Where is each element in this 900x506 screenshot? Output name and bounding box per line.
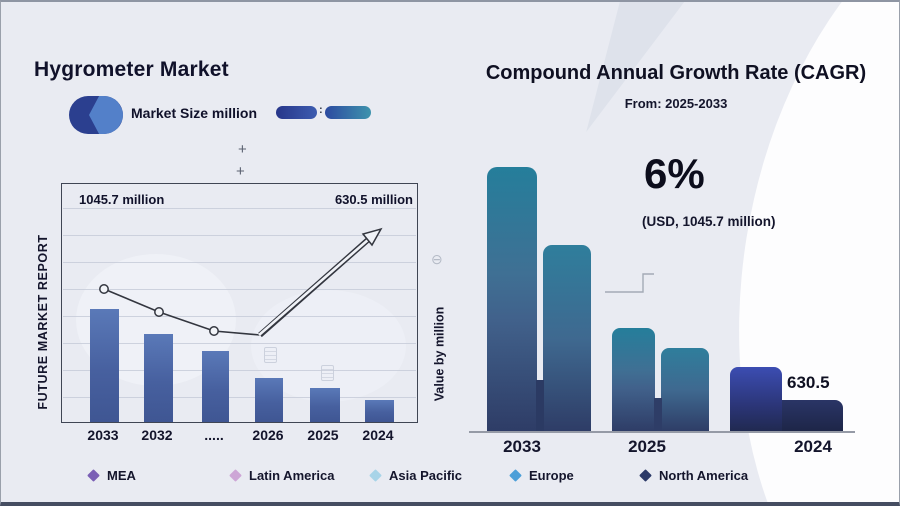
circled-minus-icon: ⊖ bbox=[431, 251, 443, 267]
legend-item-north-america: North America bbox=[639, 468, 749, 483]
cagr-title: Compound Annual Growth Rate (CAGR) bbox=[485, 62, 867, 84]
bar-2025 bbox=[310, 388, 340, 422]
ratio-colon: : bbox=[319, 104, 323, 116]
bar-2024 bbox=[365, 400, 394, 422]
cagr-detail: (USD, 1045.7 million) bbox=[642, 214, 776, 229]
step-annotation-line bbox=[605, 273, 654, 293]
hexagon-icon bbox=[89, 96, 123, 134]
x-tick-label: 2025 bbox=[628, 437, 666, 456]
bar-dots bbox=[202, 351, 229, 422]
cagr-bar-2033-a bbox=[487, 167, 537, 432]
bar-2026 bbox=[255, 378, 283, 422]
x-tick-label: 2033 bbox=[87, 427, 119, 443]
capsule-logo-icon bbox=[69, 96, 123, 134]
legend-label: North America bbox=[659, 468, 749, 483]
diamond-icon bbox=[369, 469, 382, 482]
plus-decoration: + bbox=[236, 163, 245, 180]
cagr-bar-2024-b bbox=[782, 400, 843, 432]
document-watermark-icon bbox=[264, 347, 277, 363]
legend-item-latin-america: Latin America bbox=[229, 468, 335, 483]
page-title: Hygrometer Market bbox=[34, 58, 229, 81]
cagr-subtitle: From: 2025-2033 bbox=[624, 96, 728, 111]
legend-label: Asia Pacific bbox=[389, 468, 462, 483]
diamond-icon bbox=[87, 469, 100, 482]
bar-2033 bbox=[90, 309, 119, 422]
x-tick-label: ..... bbox=[204, 427, 224, 443]
brand-watermark: FUTURE MARKET REPORT bbox=[36, 234, 50, 410]
bar-group-join bbox=[536, 380, 544, 432]
market-size-label: Market Size million bbox=[131, 105, 258, 121]
right-x-axis-line bbox=[469, 431, 855, 433]
diamond-icon bbox=[639, 469, 652, 482]
ratio-pill-left-icon bbox=[276, 106, 317, 119]
legend-label: Latin America bbox=[249, 468, 335, 483]
cagr-bar-2033-b bbox=[543, 245, 591, 432]
cagr-bar-2025-a bbox=[612, 328, 655, 432]
cagr-percentage: 6% bbox=[644, 150, 705, 197]
ratio-pill-right-icon bbox=[325, 106, 371, 119]
plus-decoration: + bbox=[238, 141, 247, 158]
x-tick-label: 2033 bbox=[503, 437, 541, 456]
x-tick-label: 2026 bbox=[252, 427, 284, 443]
bar-2032 bbox=[144, 334, 173, 422]
diamond-icon bbox=[229, 469, 242, 482]
x-tick-label: 2024 bbox=[794, 437, 832, 456]
value-label-2024: 630.5 bbox=[787, 373, 830, 392]
diamond-icon bbox=[509, 469, 522, 482]
x-tick-label: 2024 bbox=[362, 427, 394, 443]
legend-item-mea: MEA bbox=[87, 468, 136, 483]
max-value-annotation: 1045.7 million bbox=[79, 192, 165, 207]
legend-label: MEA bbox=[107, 468, 136, 483]
x-tick-label: 2032 bbox=[141, 427, 173, 443]
market-size-bar-chart: 1045.7 million 630.5 million bbox=[61, 183, 418, 423]
cagr-bar-2024-a bbox=[730, 367, 782, 432]
legend-item-asia-pacific: Asia Pacific bbox=[369, 468, 462, 483]
min-value-annotation: 630.5 million bbox=[334, 192, 413, 207]
x-tick-label: 2025 bbox=[307, 427, 339, 443]
right-chart-y-axis-label: Value by million bbox=[432, 306, 447, 402]
legend-item-europe: Europe bbox=[509, 468, 574, 483]
cagr-bar-2025-b bbox=[661, 348, 709, 432]
legend-label: Europe bbox=[529, 468, 574, 483]
document-watermark-icon bbox=[321, 365, 334, 381]
bar-group-join bbox=[654, 398, 662, 432]
